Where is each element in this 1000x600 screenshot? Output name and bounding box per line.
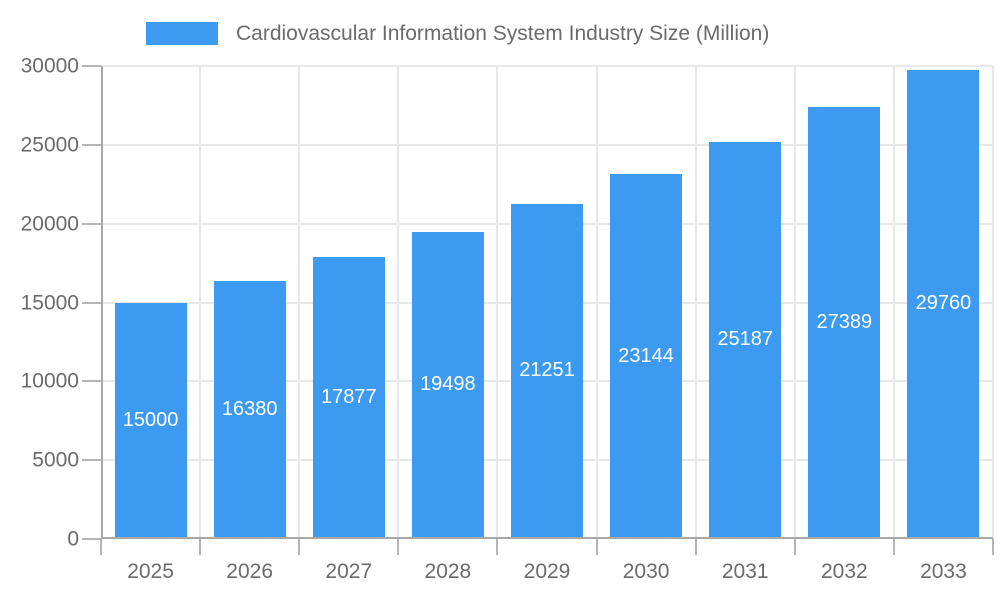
x-axis-label: 2025	[127, 560, 174, 583]
bar-value-label: 29760	[915, 292, 972, 315]
bar-2030[interactable]: 23144	[610, 174, 683, 537]
bar-2027[interactable]: 17877	[312, 257, 385, 537]
bar-value-label: 23144	[618, 344, 674, 367]
x-axis-label: 2029	[523, 560, 571, 583]
v-gridline	[397, 66, 400, 539]
v-gridline	[793, 66, 796, 539]
x-axis-label: 2026	[226, 560, 274, 583]
bar-2028[interactable]: 19498	[411, 231, 484, 537]
legend[interactable]: Cardiovascular Information System Indust…	[146, 22, 769, 45]
y-axis-label: 0	[67, 527, 79, 551]
x-tick	[596, 539, 598, 555]
bar-2031[interactable]: 25187	[709, 141, 782, 537]
bar-2025[interactable]: 15000	[114, 302, 187, 537]
y-axis-label: 5000	[32, 448, 79, 472]
y-axis-labels: 0 5000 10000 15000 20000 25000 30000	[0, 56, 79, 550]
y-axis-line	[101, 66, 103, 539]
bar-value-label: 21251	[519, 359, 575, 382]
x-tick	[992, 539, 994, 555]
x-tick	[794, 539, 796, 555]
x-tick	[496, 539, 498, 555]
x-tick	[893, 539, 895, 555]
bar-2029[interactable]: 21251	[511, 203, 583, 537]
y-tick	[82, 380, 101, 383]
x-axis-label: 2030	[622, 560, 670, 583]
x-axis-label: 2028	[424, 560, 472, 583]
y-axis-label: 30000	[20, 54, 79, 78]
y-tick	[82, 143, 101, 146]
x-axis-label: 2033	[920, 560, 967, 583]
y-tick	[82, 459, 101, 462]
bar-value-label: 16380	[221, 397, 278, 420]
plot-area: 15000 2025 16380 2026 17877 2027 19498 2028 2125…	[82, 65, 994, 582]
x-tick	[100, 539, 102, 555]
bar-value-label: 15000	[122, 408, 179, 431]
bar-value-label: 25187	[717, 328, 774, 351]
x-axis-line	[101, 537, 993, 539]
bar-2033[interactable]: 29760	[907, 69, 980, 537]
v-gridline	[496, 66, 499, 539]
bar-value-label: 17877	[320, 386, 377, 409]
x-tick	[199, 539, 201, 555]
y-tick	[82, 65, 101, 67]
y-axis-label: 10000	[20, 369, 79, 393]
bar-value-label: 19498	[420, 373, 476, 396]
v-gridline	[992, 66, 994, 539]
bar-value-label: 27389	[816, 311, 873, 334]
h-gridline	[101, 65, 993, 67]
y-axis-label: 20000	[20, 212, 79, 236]
x-axis-label: 2032	[820, 560, 868, 583]
v-gridline	[298, 66, 301, 539]
x-axis-label: 2031	[721, 560, 769, 583]
x-tick	[397, 539, 399, 555]
v-gridline	[694, 66, 697, 539]
v-gridline	[892, 66, 895, 539]
legend-swatch	[146, 22, 218, 45]
v-gridline	[595, 66, 598, 539]
y-axis-label: 25000	[20, 133, 79, 157]
x-tick	[695, 539, 697, 555]
h-gridline	[101, 143, 993, 146]
bar-2032[interactable]: 27389	[808, 107, 881, 537]
x-tick	[298, 539, 300, 555]
y-tick	[82, 538, 101, 540]
y-tick	[82, 301, 101, 304]
v-gridline	[199, 66, 202, 539]
y-axis-label: 15000	[20, 291, 79, 314]
y-tick	[82, 222, 101, 225]
bar-2026[interactable]: 16380	[213, 280, 286, 537]
chart-title: Cardiovascular Information System Indust…	[236, 21, 770, 45]
x-axis-label: 2027	[325, 560, 373, 583]
